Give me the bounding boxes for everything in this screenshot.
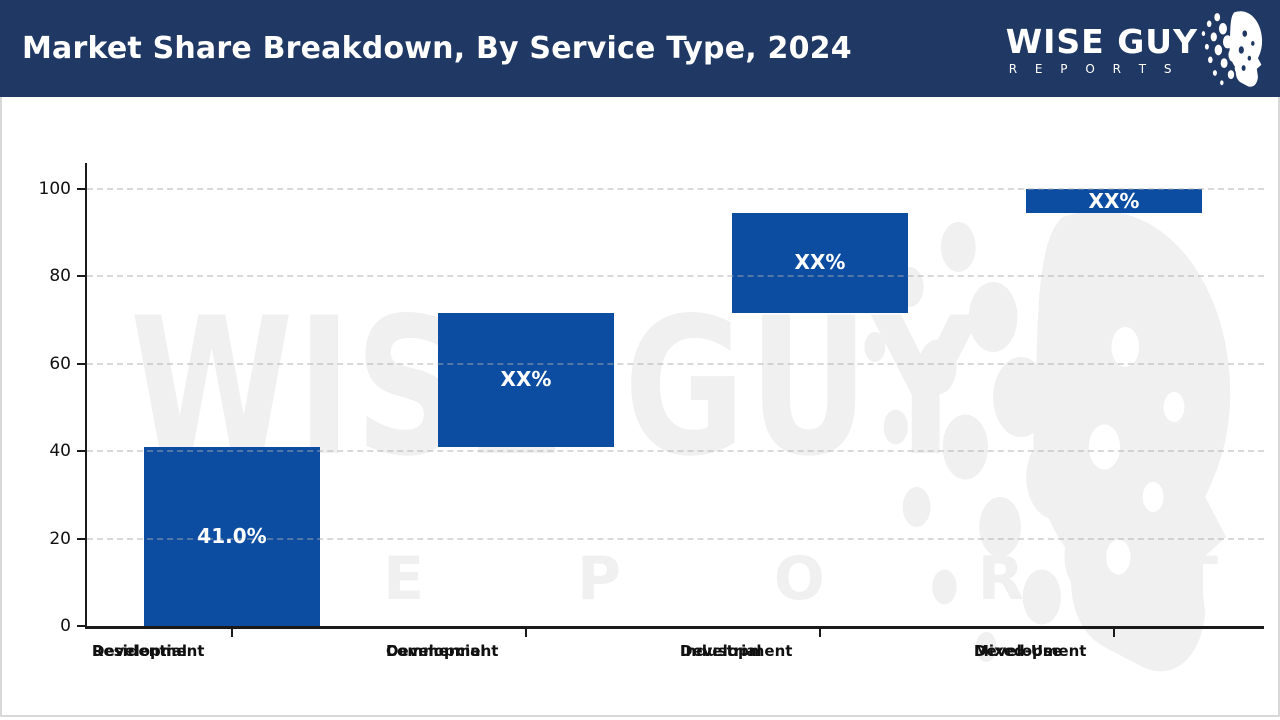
- brand-logo: WISE GUY R E P O R T S: [1006, 6, 1266, 94]
- gridline-60: [87, 362, 1264, 365]
- logo-name: WISE GUY: [1005, 21, 1198, 61]
- bar-value-label: XX%: [794, 250, 846, 275]
- y-tick-100: [77, 187, 85, 190]
- bar-value-label: XX%: [500, 367, 552, 392]
- gridline-40: [87, 450, 1264, 452]
- x-category-label-line: Development: [386, 642, 499, 660]
- x-tick-3: [1113, 629, 1115, 637]
- bar-commercial-development: [438, 313, 614, 447]
- bar-mixed-use-development: [1026, 188, 1202, 214]
- x-category-label-line: Mixed-Use: [974, 642, 1063, 660]
- logo-subtext: R E P O R T S: [1008, 61, 1179, 76]
- bar-residential-development: [144, 446, 320, 626]
- bar-value-label: 41.0%: [197, 523, 267, 548]
- header: Market Share Breakdown, By Service Type,…: [0, 0, 1280, 97]
- y-tick-label-0: 0: [60, 616, 71, 636]
- logo-face-icon: [1201, 11, 1263, 87]
- y-tick-label-80: 80: [49, 266, 71, 286]
- x-tick-0: [231, 629, 233, 637]
- y-tick-label-40: 40: [49, 441, 71, 461]
- x-category-label-line: Development: [974, 642, 1087, 660]
- gridline-20: [87, 537, 1264, 540]
- x-category-label-line: Development: [92, 642, 205, 660]
- x-axis: [85, 626, 1264, 629]
- y-axis: [85, 163, 87, 629]
- chart-area: WISE GUY R E P O R T S 020406080100Resid…: [0, 97, 1280, 717]
- bar-value-label: XX%: [1088, 188, 1140, 213]
- x-tick-1: [525, 629, 527, 637]
- x-category-label-line: Residential: [92, 642, 187, 660]
- x-tick-2: [819, 629, 821, 637]
- y-tick-60: [77, 362, 85, 365]
- gridline-80: [87, 275, 1264, 277]
- gridline-100: [87, 187, 1264, 190]
- y-tick-80: [77, 275, 85, 277]
- x-category-label-line: Industrial: [680, 642, 762, 660]
- watermark-face-icon: [864, 210, 1231, 672]
- page-title: Market Share Breakdown, By Service Type,…: [22, 31, 852, 66]
- x-category-label-line: Commercial: [386, 642, 486, 660]
- y-tick-40: [77, 450, 85, 452]
- y-tick-label-60: 60: [49, 353, 71, 374]
- x-category-label-line: Development: [680, 642, 793, 660]
- y-tick-label-20: 20: [49, 528, 71, 549]
- y-tick-label-100: 100: [38, 178, 71, 199]
- logo-wordmark: WISE GUY R E P O R T S: [1006, 25, 1198, 76]
- plot: 0 20 40 60 80 100 Residential Development Commer…: [2, 97, 1278, 715]
- y-tick-0: [77, 625, 85, 627]
- y-tick-20: [77, 537, 85, 540]
- bar-industrial-development: [732, 213, 908, 314]
